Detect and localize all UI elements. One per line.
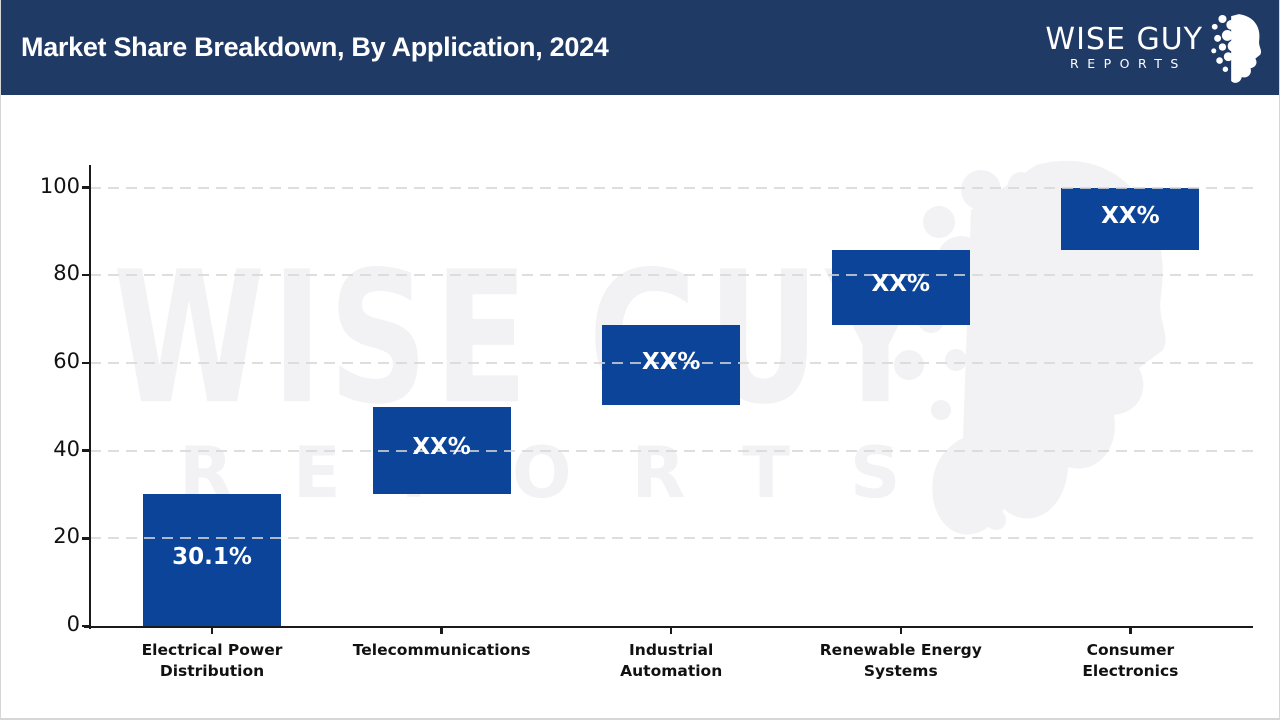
y-tick xyxy=(82,537,90,540)
y-tick-label: 40 xyxy=(53,436,80,461)
chart-bar xyxy=(1061,187,1200,250)
gridline xyxy=(90,361,1253,364)
y-tick-label: 0 xyxy=(66,612,80,636)
y-tick xyxy=(82,361,90,365)
x-tick xyxy=(899,626,903,634)
y-tick xyxy=(82,273,90,277)
page-title: Market Share Breakdown, By Application, … xyxy=(21,32,609,62)
bar-value-label: 30.1% xyxy=(172,544,252,570)
watermark-wordmark: WISE GUY xyxy=(113,232,932,445)
x-category-label: Electrical Power Distribution xyxy=(141,641,283,680)
gridline xyxy=(90,449,1253,452)
y-tick xyxy=(82,186,90,189)
x-tick xyxy=(210,626,214,634)
x-tick xyxy=(669,626,673,634)
gridline xyxy=(90,186,1253,189)
bar-value-label: XX% xyxy=(641,349,701,376)
bar-value-label: XX% xyxy=(1101,202,1160,229)
x-category-label: Renewable Energy Systems xyxy=(819,641,982,680)
y-tick xyxy=(82,449,90,452)
y-tick-label: 20 xyxy=(53,524,80,549)
x-tick xyxy=(440,626,443,634)
header: Market Share Breakdown, By Application, … xyxy=(1,0,1279,95)
wise-guy-logo: WISE GUY REPORTS xyxy=(1045,0,1265,95)
logo-wordmark-sub: REPORTS xyxy=(1070,55,1187,71)
y-axis-line xyxy=(88,165,91,629)
chart-bar xyxy=(602,325,741,406)
x-category-label: Industrial Automation xyxy=(620,641,723,680)
watermark-subtitle: REPORTS xyxy=(179,432,961,514)
y-tick-label: 100 xyxy=(39,173,80,198)
logo-wordmark: WISE GUY REPORTS xyxy=(1045,21,1203,71)
y-tick-label: 60 xyxy=(53,348,80,373)
bar-value-label: XX% xyxy=(412,434,471,461)
gridline xyxy=(90,274,1253,277)
x-category-label: Consumer Electronics xyxy=(1082,641,1179,680)
x-tick xyxy=(1129,626,1132,634)
x-category-label: Telecommunications xyxy=(352,641,531,659)
chart-bar xyxy=(143,494,281,626)
chart-bar xyxy=(831,249,970,326)
logo-wordmark-main: WISE GUY xyxy=(1045,21,1203,57)
logo-face-icon xyxy=(1211,13,1262,83)
bar-value-label: XX% xyxy=(871,271,931,298)
gridline xyxy=(90,537,1253,540)
y-tick-label: 80 xyxy=(53,261,80,286)
x-axis-line xyxy=(84,625,1253,628)
